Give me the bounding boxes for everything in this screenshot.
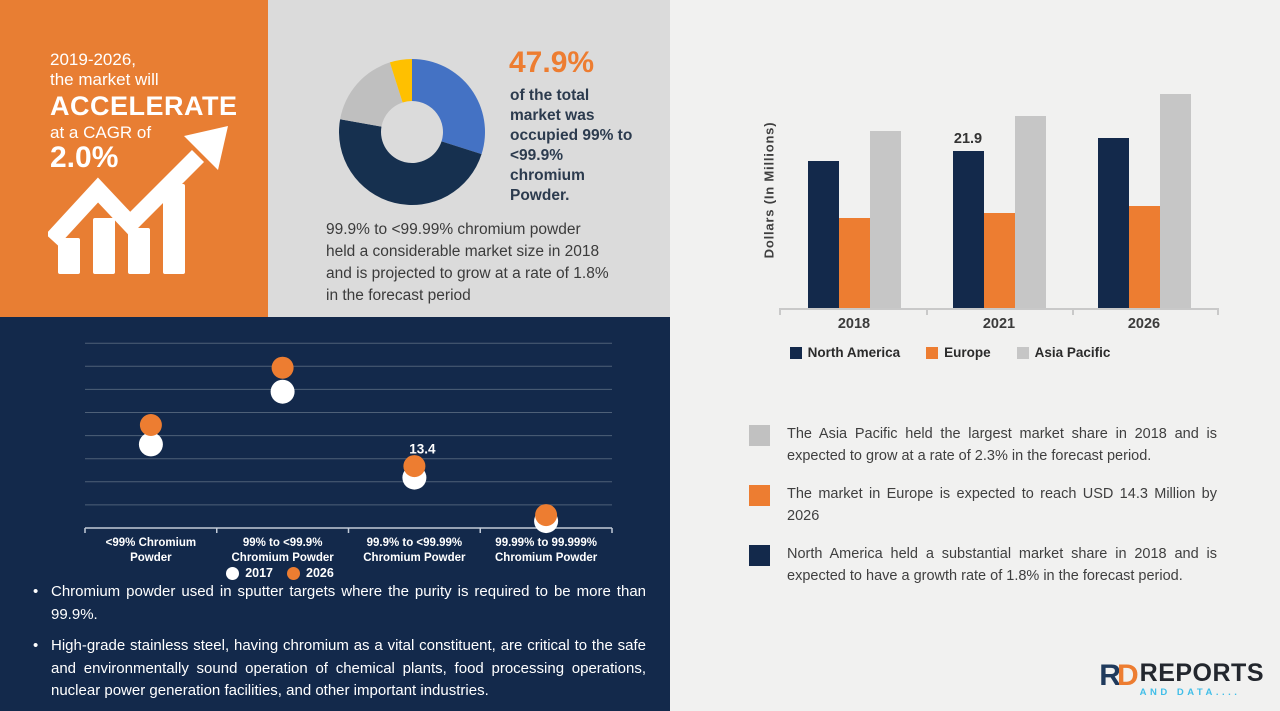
reports-and-data-logo: RD REPORTS AND DATA.... <box>1099 659 1264 699</box>
bar-chart-y-axis-label: Dollars (In Millions) <box>761 121 777 259</box>
legend-dot-icon <box>287 566 300 580</box>
dot-plot-legend: 2017 2026 <box>150 566 410 580</box>
legend-label: 2026 <box>306 566 334 580</box>
bar-north-america-2018 <box>807 161 839 308</box>
logo-letter-d: D <box>1116 659 1139 692</box>
bar-chart-x-axis-labels: 2018 2021 2026 <box>779 316 1219 332</box>
donut-slice-3 <box>389 59 412 103</box>
market-share-panel: 47.9% of the total market was occupied 9… <box>268 0 670 317</box>
annotation-swatch-icon <box>749 485 770 506</box>
legend-item-2017: 2017 <box>226 566 273 580</box>
key-finding-item-0: Chromium powder used in sputter targets … <box>30 581 646 626</box>
period-text: 2019-2026, <box>50 50 137 69</box>
bar-group-2026 <box>1097 93 1191 308</box>
bar-value-label: 21.9 <box>953 131 983 147</box>
dot-value-label: 13.4 <box>409 442 436 457</box>
x-axis-label-2018: 2018 <box>837 316 871 332</box>
legend-dot-icon <box>226 566 240 580</box>
axis-tick <box>925 310 928 315</box>
legend-item-europe: Europe <box>926 345 991 360</box>
dot-plot-category-3: 99.99% to 99.999% Chromium Powder <box>495 537 598 564</box>
donut-slice-1 <box>339 119 482 205</box>
bar-group-2018 <box>807 130 901 308</box>
accelerate-text: ACCELERATE <box>50 91 238 121</box>
legend-label: Europe <box>944 345 991 360</box>
key-finding-item-1: High-grade stainless steel, having chrom… <box>30 635 646 703</box>
legend-item-2026: 2026 <box>287 566 334 580</box>
logo-text-block: REPORTS AND DATA.... <box>1139 659 1264 699</box>
regional-annotations: The Asia Pacific held the largest market… <box>749 424 1217 587</box>
market-share-value: 47.9% <box>509 46 595 79</box>
legend-label: 2017 <box>245 566 273 580</box>
cagr-text-block: 2019-2026, the market will ACCELERATE at… <box>50 50 238 173</box>
market-will-text: the market will <box>50 70 159 89</box>
legend-item-asia-pacific: Asia Pacific <box>1016 345 1111 360</box>
x-axis-label-2021: 2021 <box>982 316 1016 332</box>
axis-tick <box>1072 310 1074 315</box>
cagr-prefix-text: at a CAGR of <box>50 123 152 142</box>
bar-group-2021: 21.9 <box>952 115 1046 308</box>
bar-chart-plot: 21.9 <box>779 85 1219 315</box>
logo-mark-icon: RD <box>1099 659 1139 692</box>
legend-label: Asia Pacific <box>1034 345 1111 360</box>
annotation-swatch-icon <box>749 425 770 446</box>
donut-slice-0 <box>412 59 486 155</box>
bar-north-america-2026 <box>1097 138 1129 308</box>
dot-2017-cat1 <box>270 379 295 404</box>
bar-europe-2018 <box>838 218 870 308</box>
annotation-row-0: The Asia Pacific held the largest market… <box>749 424 1217 467</box>
growth-arrow-icon <box>48 126 228 274</box>
legend-item-north-america: North America <box>789 345 901 360</box>
annotation-row-1: The market in Europe is expected to reac… <box>749 484 1217 527</box>
dot-plot-category-1: 99% to <99.9% Chromium Powder <box>231 537 334 564</box>
cagr-value: 2.0% <box>50 141 119 174</box>
dot-2026-cat2 <box>403 455 426 478</box>
annotation-row-2: North America held a substantial market … <box>749 544 1217 587</box>
logo-reports-text: REPORTS <box>1139 659 1264 687</box>
legend-swatch-icon <box>789 346 802 359</box>
regional-market-panel: Dollars (In Millions) 21.9 2018 2021 2026 … <box>670 0 1280 711</box>
x-axis-label-2026: 2026 <box>1127 316 1161 332</box>
bar-asia-pacific-2021 <box>1014 115 1046 308</box>
logo-and-data-text: AND DATA.... <box>1139 687 1241 698</box>
legend-swatch-icon <box>1016 346 1029 359</box>
key-findings-list: Chromium powder used in sputter targets … <box>30 581 646 711</box>
dot-2026-cat3 <box>535 504 558 527</box>
annotation-swatch-icon <box>749 545 770 566</box>
dot-2017-cat0 <box>138 432 163 457</box>
market-share-caption: of the total market was occupied 99% to … <box>510 87 633 204</box>
bar-chart-legend: North America Europe Asia Pacific <box>730 345 1170 360</box>
annotation-text: The Asia Pacific held the largest market… <box>787 426 1217 464</box>
purity-segment-panel: 13.4 <99% Chromium Powder 99% to <99.9% C… <box>0 317 670 711</box>
bar-europe-2026 <box>1128 205 1160 308</box>
dot-2026-cat1 <box>271 356 294 379</box>
segment-growth-paragraph: 99.9% to <99.99% chromium powder held a … <box>326 221 609 304</box>
axis-tick <box>1217 310 1219 315</box>
donut-slice-2 <box>340 62 403 127</box>
bar-asia-pacific-2026 <box>1159 93 1191 308</box>
bar-europe-2021 <box>983 212 1015 308</box>
legend-swatch-icon <box>926 346 939 359</box>
dot-2026-cat0 <box>139 414 162 436</box>
legend-label: North America <box>807 345 901 360</box>
logo-letter-r: R <box>1099 659 1121 692</box>
donut-chart <box>339 59 486 205</box>
dot-plot-category-2: 99.9% to <99.99% Chromium Powder <box>363 537 466 564</box>
bar-asia-pacific-2018 <box>869 130 901 308</box>
annotation-text: North America held a substantial market … <box>787 546 1217 584</box>
dot-plot-category-0: <99% Chromium Powder <box>105 537 197 564</box>
dot-plot-chart: 13.4 <box>84 342 613 534</box>
bar-north-america-2021: 21.9 <box>952 131 984 308</box>
annotation-text: The market in Europe is expected to reac… <box>787 486 1217 524</box>
dot-plot-category-labels: <99% Chromium Powder 99% to <99.9% Chromi… <box>85 536 612 566</box>
axis-tick <box>779 310 781 315</box>
cagr-highlight-panel: 2019-2026, the market will ACCELERATE at… <box>0 0 268 317</box>
